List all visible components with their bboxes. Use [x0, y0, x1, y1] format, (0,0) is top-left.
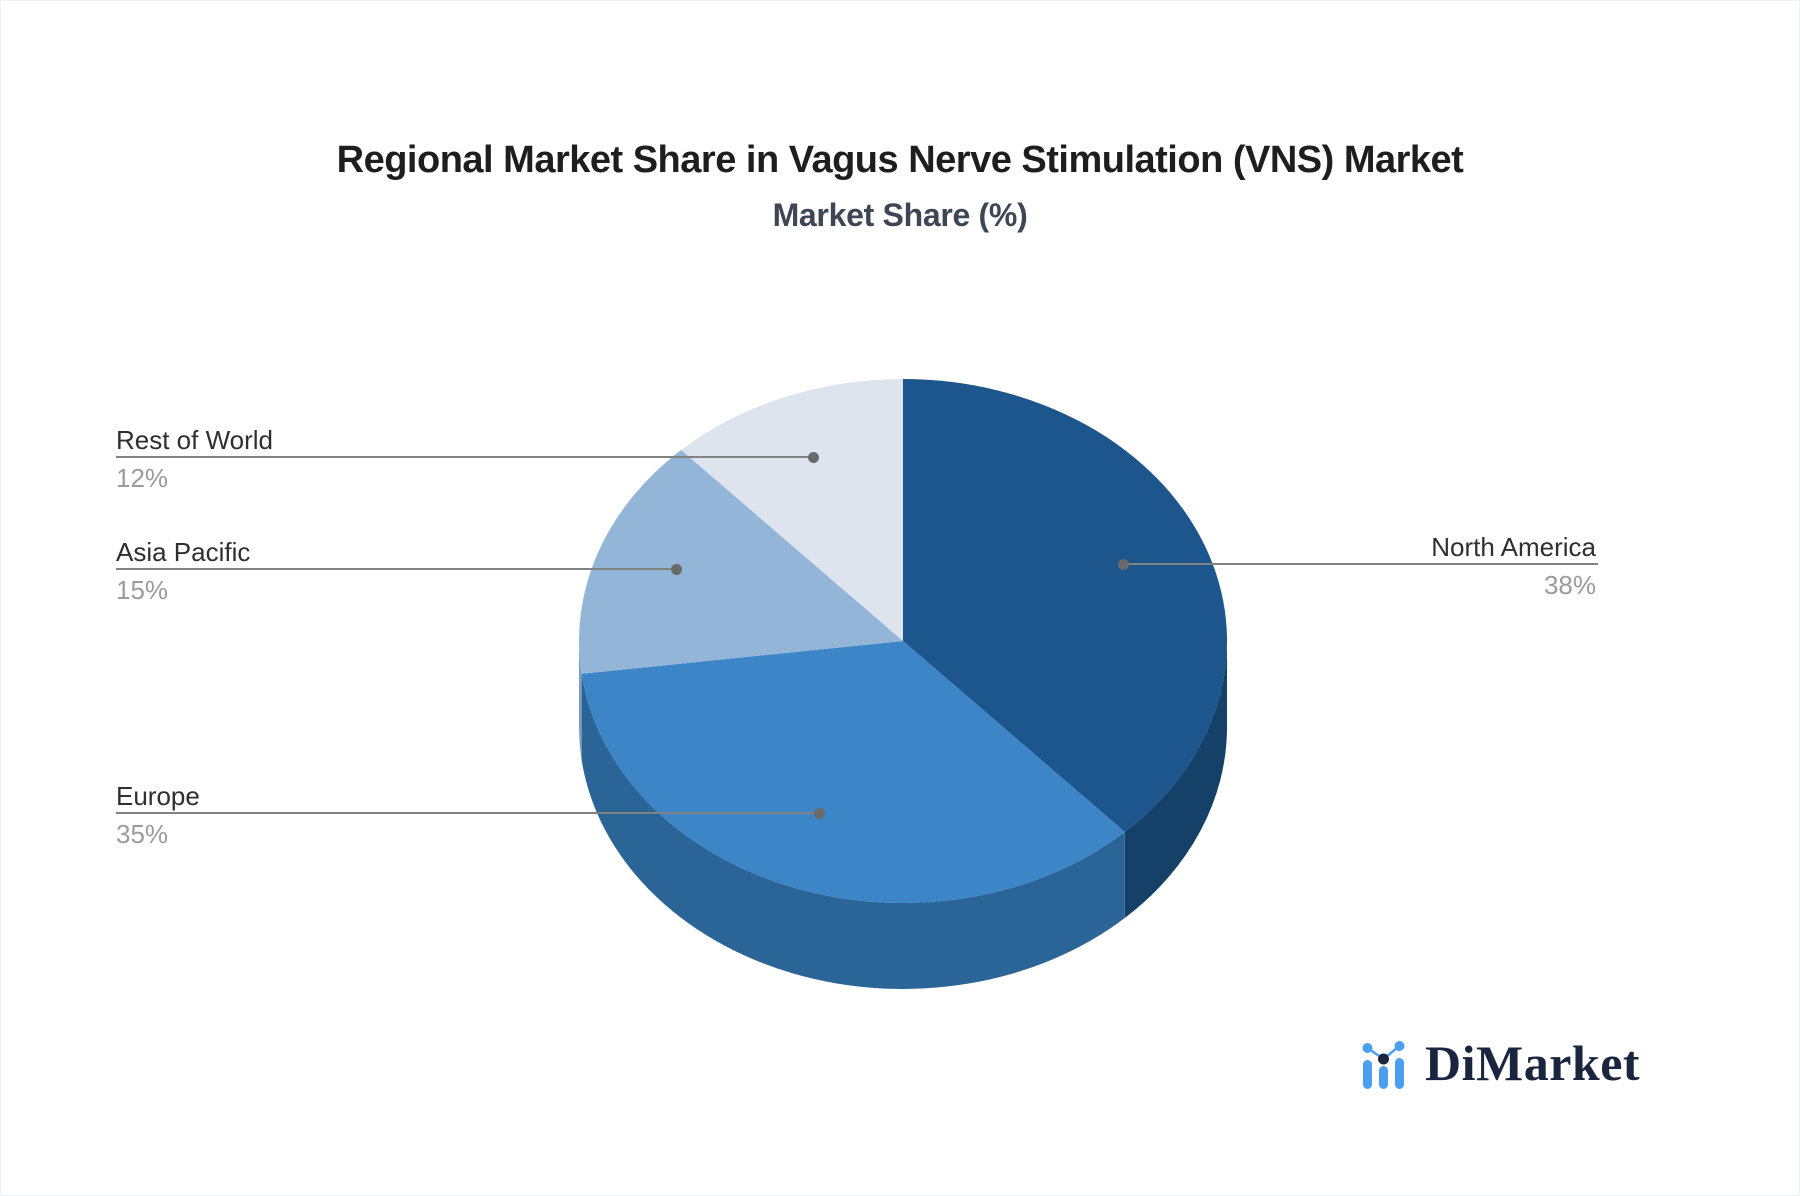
callout-label-asia-pacific: Asia Pacific — [116, 537, 251, 567]
callout-label-rest-of-world: Rest of World — [116, 425, 274, 455]
callout-label-north-america: North America — [1431, 532, 1596, 562]
callout-pct-north-america: 38% — [1543, 570, 1596, 600]
leader-line-europe — [116, 812, 819, 814]
leader-line-north-america — [1123, 563, 1598, 565]
leader-dot-europe — [814, 808, 825, 819]
brand-name: DiMarket — [1425, 1035, 1641, 1091]
chart-title: Regional Market Share in Vagus Nerve Sti… — [336, 139, 1464, 181]
callout-pct-asia-pacific: 15% — [116, 575, 169, 605]
callout-pct-rest-of-world: 12% — [116, 463, 169, 493]
leader-dot-north-america — [1118, 559, 1129, 570]
brand-logo: DiMarket — [1361, 1035, 1640, 1091]
leader-dot-rest-of-world — [808, 452, 819, 463]
leader-line-rest-of-world — [116, 456, 813, 458]
callout-label-europe: Europe — [116, 781, 200, 811]
chart-subtitle: Market Share (%) — [772, 197, 1028, 233]
bar-chart-logo-icon — [1362, 1041, 1405, 1089]
callout-pct-europe: 35% — [116, 819, 169, 849]
leader-dot-asia-pacific — [671, 564, 682, 575]
leader-line-asia-pacific — [116, 568, 676, 570]
